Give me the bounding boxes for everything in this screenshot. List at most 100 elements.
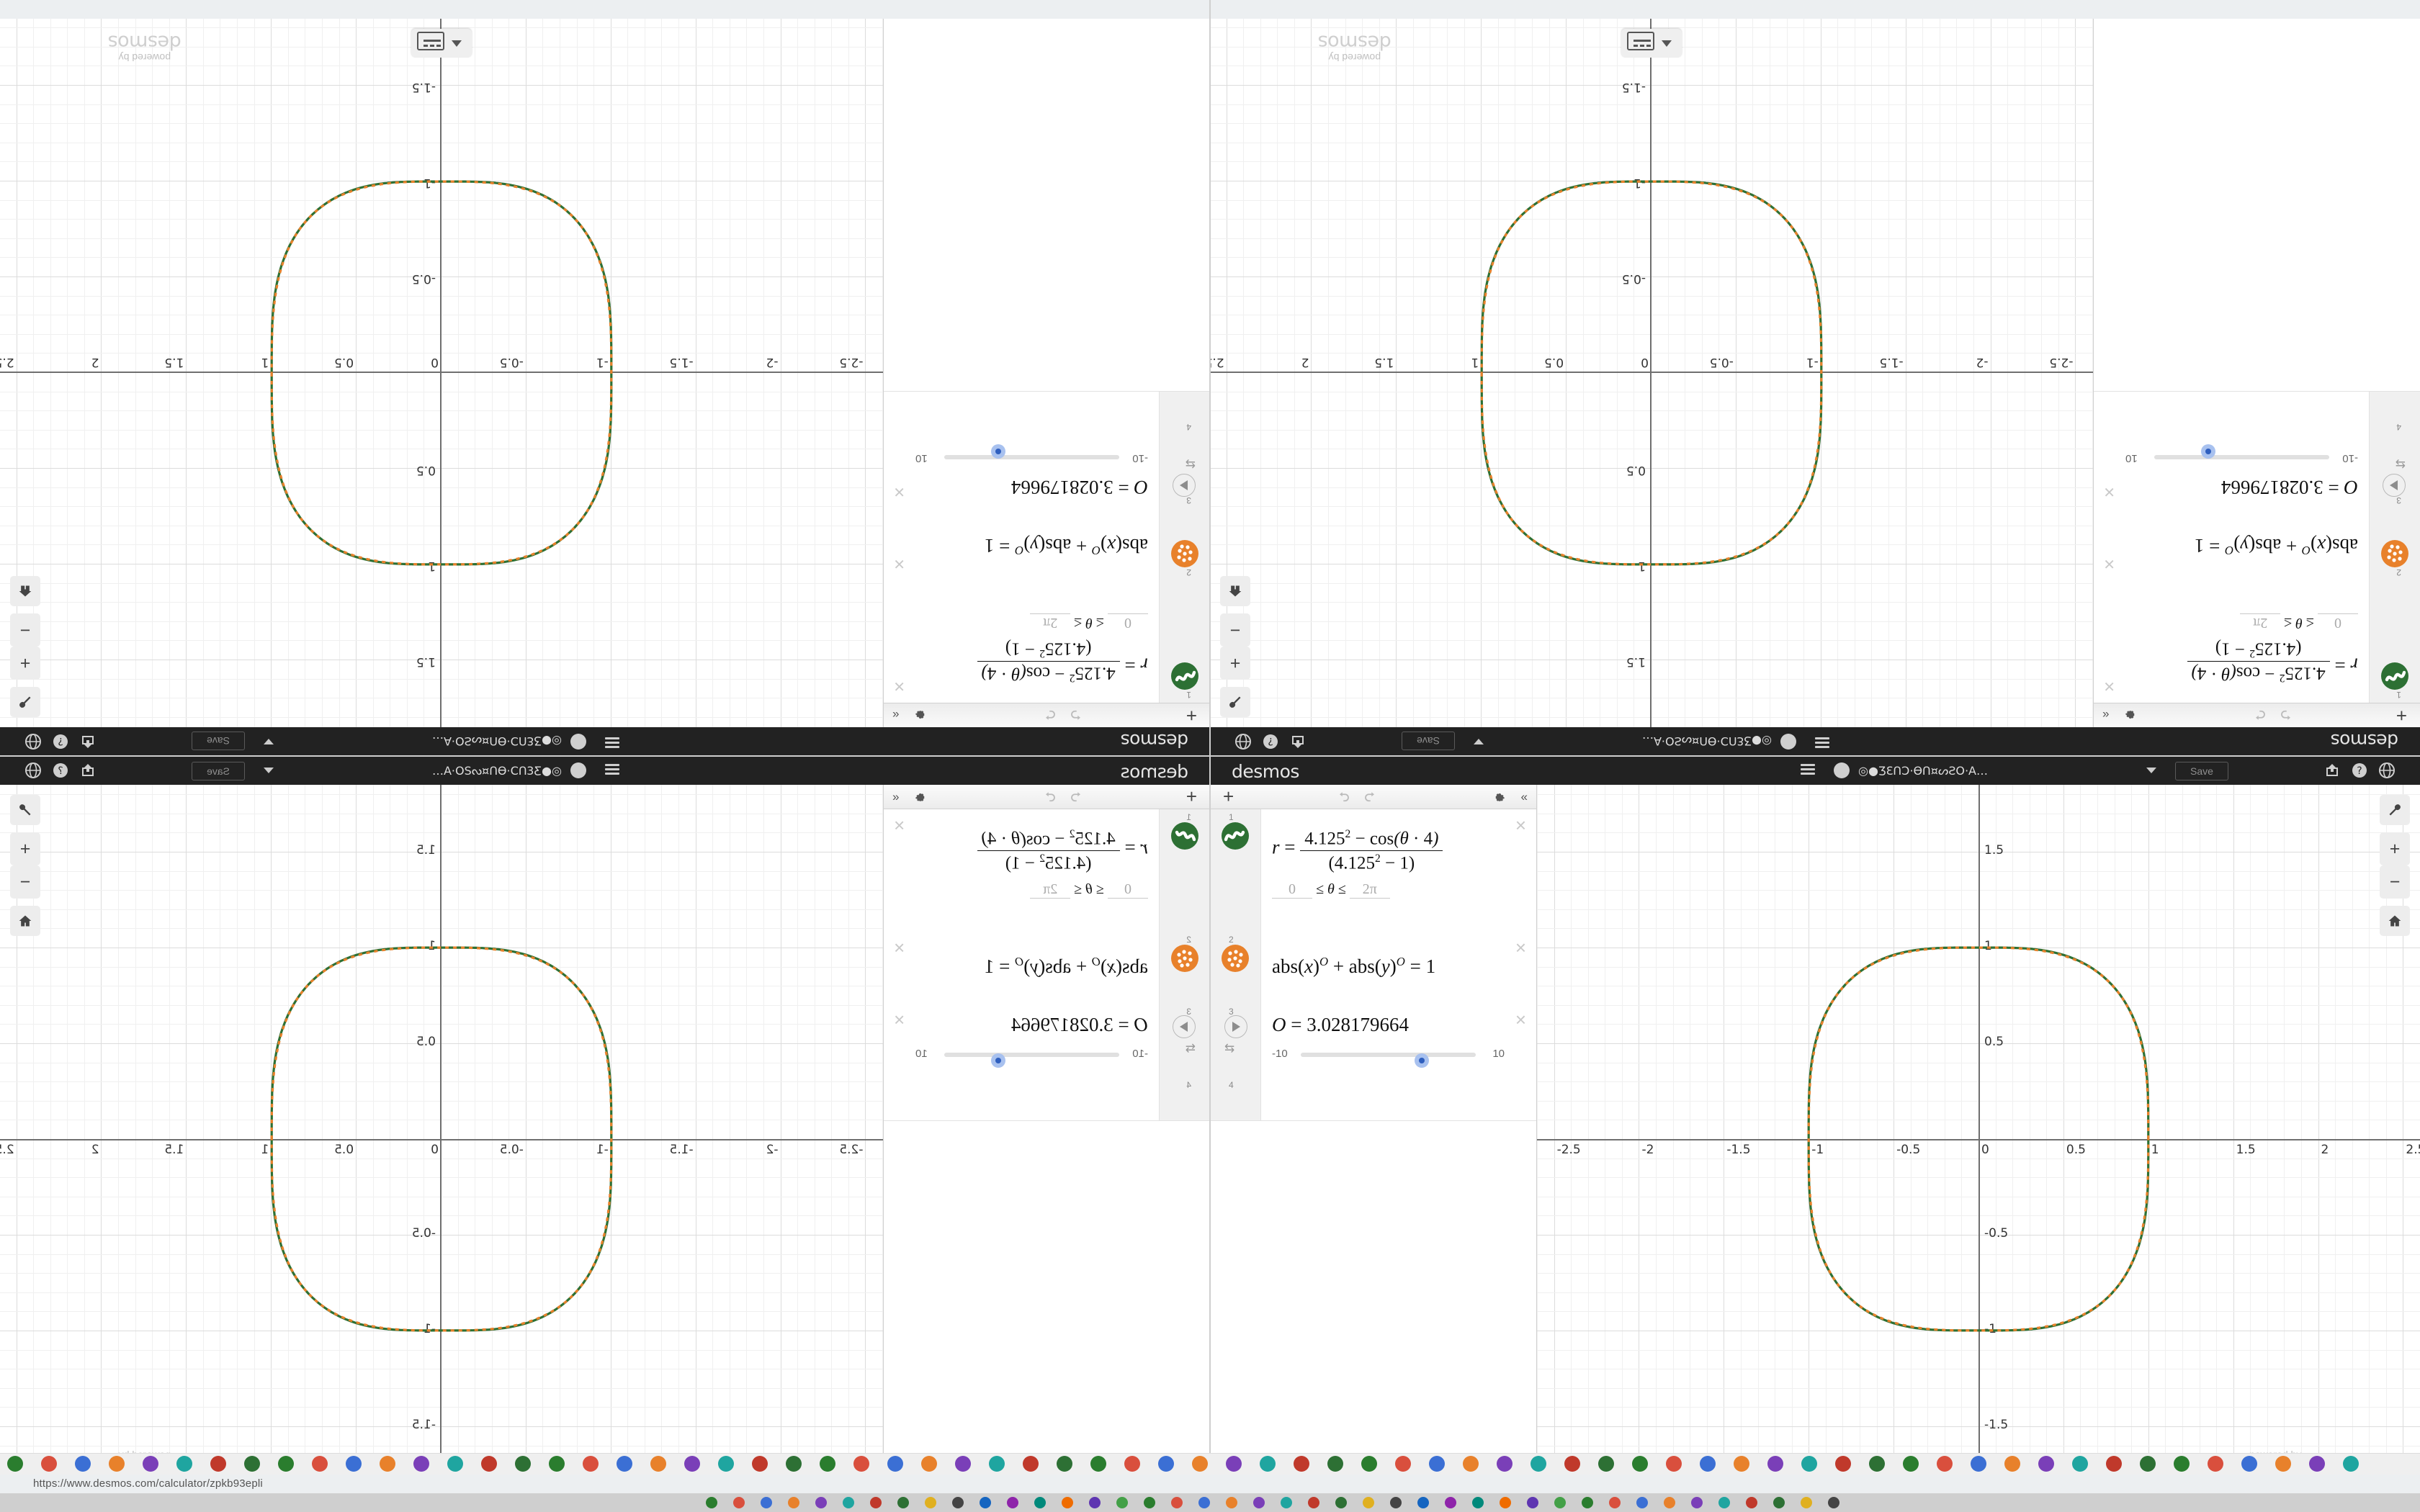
zoom-out-button[interactable]: − [1220,613,1250,647]
expression-toolbar[interactable]: + « [2094,703,2420,727]
home-button[interactable] [1220,576,1250,606]
bookmark-bar-bottom[interactable] [0,1453,2420,1475]
domain-min[interactable]: 0 [1108,881,1148,899]
expression-tab[interactable]: 4 [1210,1077,1261,1120]
hamburger-menu-icon[interactable] [605,737,619,748]
collapse-panel-button[interactable]: « [892,790,900,804]
save-button[interactable]: Save [1402,732,1455,750]
slider-control[interactable]: -10 10 [915,1045,1148,1068]
redo-icon[interactable] [1043,791,1057,807]
gear-icon[interactable] [1492,791,1506,808]
graph-canvas[interactable]: -2.5-2-1.5-1-0.500.511.522.51.510.5-0.5-… [1537,785,2420,1493]
domain-min[interactable]: 0 [1108,613,1148,631]
expression-tab[interactable]: 4 [1159,1077,1210,1120]
loop-arrows-icon[interactable]: ⇆ [2395,457,2406,471]
close-x-icon[interactable]: × [894,482,905,503]
chevron-down-icon[interactable] [2146,768,2156,773]
expression-panel[interactable]: + « 1 r = 4.1252 − cos(θ · 4) (4.1252 − 1)… [1210,785,1537,1493]
expression-tab[interactable]: 3 ⇆ [2369,435,2420,508]
keyboard-toggle-button[interactable] [1621,29,1682,58]
app-header[interactable]: ◎●ƷƐՈƆ⋅ӨՈ¤ᔕƧO⋅A… Save desmos ? [1210,756,2420,785]
domain-row[interactable]: 0 ≤ θ ≤ 2π [920,881,1148,899]
polar-curve-toggle-icon[interactable] [1171,822,1198,850]
expression-toolbar[interactable]: + « [1210,785,1536,809]
expression-tab[interactable]: 1 [1159,580,1210,703]
domain-min[interactable]: 0 [2318,613,2358,631]
slider-play-button[interactable] [1173,474,1196,497]
hamburger-menu-icon[interactable] [1815,737,1829,748]
chevron-down-icon[interactable] [1474,739,1484,744]
expression-row[interactable]: 1 r = 4.1252 − cos(θ · 4) (4.1252 − 1) 0 ≤ … [1210,809,1536,932]
expression-row[interactable]: 3 ⇆ O = 3.028179664 -10 10 × [1210,1004,1536,1078]
domain-max[interactable]: 2π [1349,881,1390,899]
desmos-app-top-left[interactable]: ◎●ƷƐՈƆ⋅ӨՈ¤ᔕƧO⋅A… Save desmos ? + [0,19,1210,756]
zoom-in-button[interactable]: + [10,832,40,865]
domain-min[interactable]: 0 [1272,881,1312,899]
close-x-icon[interactable]: × [2104,482,2115,503]
gear-icon[interactable] [914,791,928,808]
expression-tab[interactable]: 2 [2369,508,2420,580]
desmos-app-top-right[interactable]: ◎●ƷƐՈƆ⋅ӨՈ¤ᔕƧO⋅A… Save desmos ? + [1210,19,2420,756]
expression-math[interactable]: r = 4.1252 − cos(θ · 4) (4.1252 − 1) 0 ≤ θ… [920,613,1148,684]
domain-row[interactable]: 0 ≤ θ ≤ 2π [2130,613,2358,631]
loop-arrows-icon[interactable]: ⇆ [1224,1041,1235,1055]
add-expression-button[interactable]: + [2396,705,2407,726]
browser-url-row-bottom[interactable]: https://www.desmos.com/calculator/zpkb93… [0,1475,2420,1493]
browser-tabstrip-bottom[interactable] [0,1493,2420,1512]
expression-math[interactable]: abs(x)O + abs(y)O = 1 [2194,535,2358,557]
expression-row[interactable]: 2 abs(x)O + abs(y)O = 1 × [884,508,1210,580]
hamburger-menu-icon[interactable] [605,764,619,775]
polar-curve-toggle-icon[interactable] [1171,662,1198,690]
expression-tab[interactable]: 2 [1159,932,1210,1004]
save-button[interactable]: Save [192,732,245,750]
polar-curve-toggle-icon[interactable] [1222,822,1249,850]
domain-max[interactable]: 2π [1030,613,1071,631]
slider-play-button[interactable] [1224,1015,1247,1038]
expression-math[interactable]: O = 3.028179664 [1011,1014,1148,1035]
slider-track[interactable] [1301,1053,1476,1068]
home-button[interactable] [10,576,40,606]
expression-math[interactable]: r = 4.1252 − cos(θ · 4) (4.1252 − 1) 0 ≤ θ… [2130,613,2358,684]
implicit-curve-toggle-icon[interactable] [1171,945,1198,972]
graph-canvas[interactable]: -2.5-2-1.5-1-0.500.511.522.51.510.5-0.5-… [0,785,883,1493]
expression-math[interactable]: O = 3.028179664 [1272,1014,1409,1035]
app-header[interactable]: ◎●ƷƐՈƆ⋅ӨՈ¤ᔕƧO⋅A… Save desmos ? [0,727,1210,756]
slider-thumb[interactable] [2201,444,2216,459]
slider-play-button[interactable] [1173,1015,1196,1038]
expression-tab[interactable]: 3 ⇆ [1159,1004,1210,1077]
expression-tab[interactable]: 1 [2369,580,2420,703]
close-x-icon[interactable]: × [894,554,905,575]
slider-track[interactable] [944,444,1119,459]
polar-curve-toggle-icon[interactable] [2381,662,2408,690]
language-globe-icon[interactable] [24,733,42,750]
help-icon[interactable]: ? [1262,733,1279,750]
implicit-curve-toggle-icon[interactable] [2381,540,2408,567]
home-button[interactable] [10,906,40,936]
undo-icon[interactable] [1069,791,1083,807]
expression-toolbar[interactable]: + « [884,785,1210,809]
close-x-icon[interactable]: × [2104,676,2115,698]
close-x-icon[interactable]: × [1515,1009,1526,1030]
redo-icon[interactable] [1043,705,1057,721]
expression-tab[interactable]: 4 [1159,392,1210,435]
undo-icon[interactable] [1337,791,1351,807]
implicit-curve-toggle-icon[interactable] [1222,945,1249,972]
zoom-out-button[interactable]: − [2380,865,2410,899]
expression-panel[interactable]: + « 1 r = 4.1252 − cos(θ · 4) (4.1252 − 1)… [2093,19,2420,727]
domain-row[interactable]: 0 ≤ θ ≤ 2π [1272,881,1500,899]
expression-panel[interactable]: + « 1 r = 4.1252 − cos(θ · 4) (4.1252 − 1)… [883,785,1210,1493]
expression-tab[interactable]: 1 [1210,809,1261,932]
expression-row[interactable]: 4 [2094,391,2420,435]
share-icon[interactable] [1289,733,1307,750]
graph-canvas[interactable]: -2.5-2-1.5-1-0.500.511.522.51.510.5-0.5-… [0,19,883,727]
close-x-icon[interactable]: × [894,676,905,698]
desmos-app-bottom-left[interactable]: ◎●ƷƐՈƆ⋅ӨՈ¤ᔕƧO⋅A… Save desmos ? + [0,756,1210,1493]
hamburger-menu-icon[interactable] [1801,764,1815,775]
expression-row[interactable]: 1 r = 4.1252 − cos(θ · 4) (4.1252 − 1) 0 ≤ … [2094,580,2420,703]
redo-icon[interactable] [1363,791,1377,807]
desmos-app-bottom-right[interactable]: ◎●ƷƐՈƆ⋅ӨՈ¤ᔕƧO⋅A… Save desmos ? + [1210,756,2420,1493]
graph-settings-wrench-button[interactable] [2380,795,2410,825]
expression-row[interactable]: 2 abs(x)O + abs(y)O = 1 × [884,932,1210,1004]
language-globe-icon[interactable] [1234,733,1252,750]
save-button[interactable]: Save [192,762,245,780]
